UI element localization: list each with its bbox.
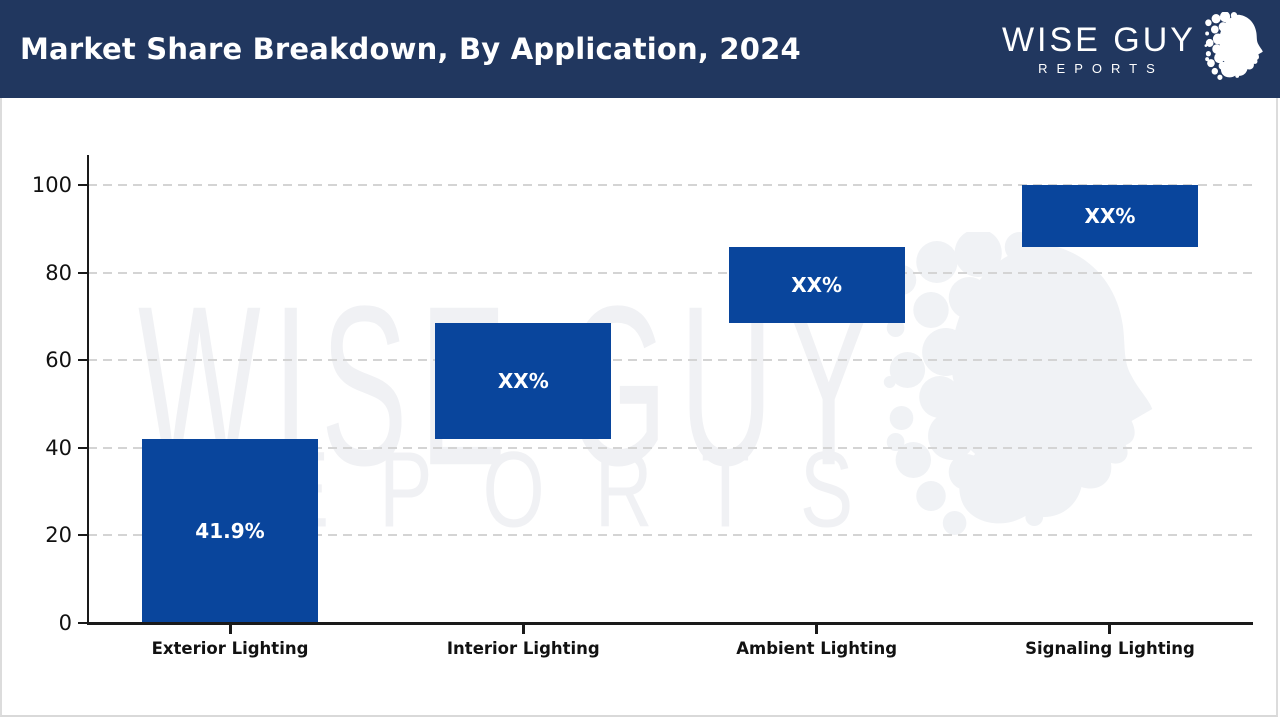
gridline-40 [88,446,1253,449]
y-tick-label-80: 80 [45,260,72,285]
brand-logo-text: WISE GUY REPORTS [1002,23,1196,75]
x-axis-label-1: Exterior Lighting [151,639,309,658]
page-title: Market Share Breakdown, By Application, … [20,32,801,66]
y-tick-mark-40 [78,446,87,449]
bar-value-label-1: 41.9% [195,519,265,544]
brand-logo: WISE GUY REPORTS [1002,11,1266,86]
x-axis-label-4: Signaling Lighting [1025,639,1195,658]
bar-2: XX% [435,322,612,440]
y-tick-mark-100 [78,184,87,186]
brand-subtitle: REPORTS [1038,61,1164,76]
header-bar: Market Share Breakdown, By Application, … [0,0,1280,98]
x-tick-mark-2 [521,625,525,634]
x-tick-mark-3 [815,625,819,634]
gridline-100 [88,184,1253,186]
gridline-60 [88,359,1253,362]
x-axis-label-2: Interior Lighting [446,639,600,658]
x-axis-label-3: Ambient Lighting [736,639,898,658]
x-axis-line [87,622,1253,625]
gridline-80 [88,271,1253,274]
y-tick-mark-80 [78,271,87,274]
bar-1: 41.9% [142,439,318,623]
bar-value-label-3: XX% [791,273,843,298]
bar-value-label-4: XX% [1084,204,1136,229]
bar-4: XX% [1021,185,1198,248]
gridline-20 [88,534,1253,537]
bar-value-label-2: XX% [497,369,549,394]
y-tick-mark-20 [78,534,87,537]
bar-3: XX% [728,247,905,323]
y-tick-label-100: 100 [31,173,72,197]
brand-name: WISE GUY [1001,21,1196,59]
y-axis-line [87,155,89,625]
y-tick-label-20: 20 [45,523,72,548]
wiseguy-head-icon [1202,11,1266,86]
y-tick-label-60: 60 [45,348,72,373]
x-tick-mark-4 [1108,625,1112,634]
y-tick-mark-60 [78,359,87,362]
y-tick-label-0: 0 [58,611,72,635]
y-tick-mark-0 [78,622,87,624]
x-tick-mark-1 [228,625,232,634]
y-tick-label-40: 40 [45,435,72,460]
